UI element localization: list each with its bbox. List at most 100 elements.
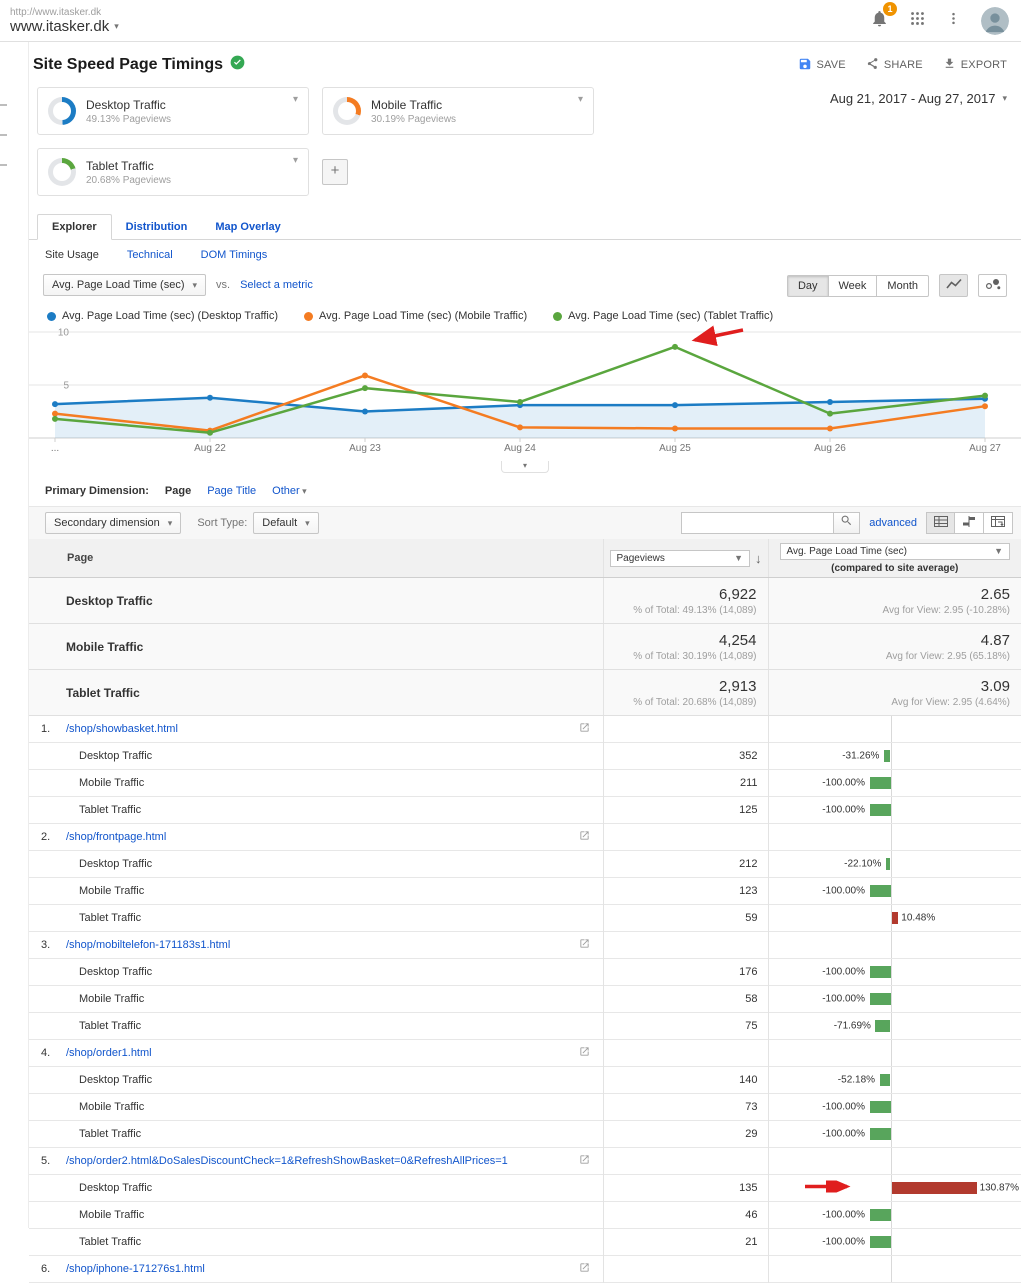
row-spacer bbox=[29, 770, 65, 797]
subtab-dom-timings[interactable]: DOM Timings bbox=[200, 249, 268, 261]
row-number: 2. bbox=[41, 831, 51, 843]
comparison-value: -100.00% bbox=[822, 1128, 865, 1140]
collapsed-sidebar[interactable] bbox=[0, 42, 29, 1228]
date-range-picker[interactable]: Aug 21, 2017 - Aug 27, 2017 ▾ bbox=[829, 91, 1007, 106]
page-link[interactable]: /shop/showbasket.html bbox=[66, 723, 178, 735]
sort-descending-icon[interactable]: ↓ bbox=[755, 550, 762, 566]
segment-label: Desktop Traffic bbox=[79, 750, 153, 762]
page-link[interactable]: /shop/mobiltelefon-171183s1.html bbox=[66, 939, 231, 951]
tab-explorer[interactable]: Explorer bbox=[37, 214, 112, 240]
metric-column-dropdown[interactable]: Avg. Page Load Time (sec) ▼ bbox=[779, 542, 1010, 560]
tab-distribution[interactable]: Distribution bbox=[125, 221, 188, 233]
open-in-new-icon[interactable] bbox=[579, 1154, 590, 1168]
comparison-cell: -100.00% bbox=[767, 1120, 1021, 1148]
row-spacer bbox=[29, 1094, 65, 1121]
subtab-technical[interactable]: Technical bbox=[126, 249, 173, 261]
svg-text:Aug 22: Aug 22 bbox=[194, 443, 226, 454]
comparison-view-button[interactable] bbox=[955, 512, 984, 534]
pageviews-column-dropdown[interactable]: Pageviews ▼ bbox=[609, 549, 750, 567]
share-icon bbox=[866, 57, 879, 73]
open-in-new-icon[interactable] bbox=[579, 1262, 590, 1276]
table-row: 4. /shop/order1.html bbox=[29, 1039, 1021, 1067]
tab-map-overlay[interactable]: Map Overlay bbox=[215, 221, 281, 233]
column-header-page[interactable]: Page bbox=[65, 539, 603, 578]
pivot-view-button[interactable] bbox=[984, 512, 1013, 534]
svg-text:10: 10 bbox=[58, 328, 70, 339]
comparison-bar bbox=[891, 1182, 977, 1194]
comparison-cell: -100.00% bbox=[767, 1201, 1021, 1229]
data-table-view-button[interactable] bbox=[926, 512, 955, 534]
page-link[interactable]: /shop/order2.html&DoSalesDiscountCheck=1… bbox=[66, 1155, 508, 1167]
comparison-bars-icon bbox=[962, 514, 976, 532]
save-button[interactable]: SAVE bbox=[798, 57, 846, 74]
pageviews-cell bbox=[602, 715, 768, 743]
select-metric-link[interactable]: Select a metric bbox=[240, 279, 313, 291]
motion-chart-view-button[interactable] bbox=[978, 274, 1007, 297]
segment-sub-row: Desktop Traffic 212 -22.10% bbox=[29, 850, 1021, 878]
comparison-cell: 130.87% bbox=[767, 1174, 1021, 1202]
sort-type-dropdown[interactable]: Default ▾ bbox=[253, 512, 319, 534]
segment-card-mobile-traffic[interactable]: Mobile Traffic 30.19% Pageviews ▾ bbox=[322, 87, 594, 135]
pageviews-value: 123 bbox=[602, 877, 768, 905]
apps-grid-button[interactable] bbox=[909, 10, 926, 32]
comparison-bar bbox=[869, 777, 891, 789]
notifications-button[interactable]: 1 bbox=[870, 1, 897, 33]
table-row: 1. /shop/showbasket.html bbox=[29, 715, 1021, 743]
add-segment-button[interactable]: + bbox=[322, 159, 348, 185]
row-spacer bbox=[29, 878, 65, 905]
chart-expander[interactable]: ▾ bbox=[501, 461, 549, 473]
account-picker[interactable]: http://www.itasker.dk www.itasker.dk ▾ bbox=[10, 7, 119, 35]
page-link[interactable]: /shop/frontpage.html bbox=[66, 831, 167, 843]
pivot-table-icon bbox=[991, 514, 1005, 532]
user-avatar[interactable] bbox=[981, 6, 1009, 35]
table-search-input[interactable] bbox=[681, 512, 834, 534]
primary-dimension-page-title[interactable]: Page Title bbox=[207, 485, 257, 497]
comparison-cell bbox=[767, 1147, 1021, 1175]
report-area: Site Speed Page Timings SAVE SHARE EXPOR… bbox=[29, 42, 1021, 1283]
segment-label: Mobile Traffic bbox=[66, 639, 144, 654]
row-spacer bbox=[29, 986, 65, 1013]
summary-metric-cell: 3.09 Avg for View: 2.95 (4.64%) bbox=[767, 669, 1021, 716]
comparison-axis bbox=[890, 716, 892, 742]
kebab-menu-button[interactable] bbox=[946, 10, 961, 32]
subtab-site-usage[interactable]: Site Usage bbox=[45, 249, 99, 261]
segment-label: Tablet Traffic bbox=[66, 685, 140, 700]
comparison-cell: -52.18% bbox=[767, 1066, 1021, 1094]
primary-dimension-other[interactable]: Other ▾ bbox=[272, 485, 307, 497]
page-link[interactable]: /shop/order1.html bbox=[66, 1047, 152, 1059]
open-in-new-icon[interactable] bbox=[579, 830, 590, 844]
export-button[interactable]: EXPORT bbox=[943, 57, 1007, 74]
segment-sub-row: Tablet Traffic 29 -100.00% bbox=[29, 1120, 1021, 1148]
comparison-value: -100.00% bbox=[822, 966, 865, 978]
metric-dropdown[interactable]: Avg. Page Load Time (sec) ▾ bbox=[43, 274, 207, 296]
metric-note: Avg for View: 2.95 (-10.28%) bbox=[882, 604, 1010, 616]
metric-note: Avg for View: 2.95 (4.64%) bbox=[891, 696, 1010, 708]
primary-dimension-label: Primary Dimension: bbox=[45, 485, 149, 497]
open-in-new-icon[interactable] bbox=[579, 1046, 590, 1060]
comparison-axis bbox=[890, 770, 892, 796]
summary-metric-cell: 2.65 Avg for View: 2.95 (-10.28%) bbox=[767, 577, 1021, 624]
secondary-dimension-dropdown[interactable]: Secondary dimension ▾ bbox=[45, 512, 182, 534]
advanced-search-link[interactable]: advanced bbox=[869, 517, 917, 529]
segment-donut-icon bbox=[48, 158, 76, 186]
open-in-new-icon[interactable] bbox=[579, 722, 590, 736]
segment-sub-row: Desktop Traffic 352 -31.26% bbox=[29, 742, 1021, 770]
segment-card-desktop-traffic[interactable]: Desktop Traffic 49.13% Pageviews ▾ bbox=[37, 87, 309, 135]
share-button[interactable]: SHARE bbox=[866, 57, 923, 74]
chevron-down-icon[interactable]: ▾ bbox=[577, 94, 583, 105]
page-link[interactable]: /shop/iphone-171276s1.html bbox=[66, 1263, 205, 1275]
granularity-month[interactable]: Month bbox=[877, 274, 929, 297]
report-tabs: Explorer Distribution Map Overlay bbox=[29, 212, 1021, 240]
search-button[interactable] bbox=[833, 512, 861, 534]
chevron-down-icon[interactable]: ▾ bbox=[292, 94, 298, 105]
granularity-day[interactable]: Day bbox=[786, 274, 829, 297]
segment-card-tablet-traffic[interactable]: Tablet Traffic 20.68% Pageviews ▾ bbox=[37, 148, 309, 196]
segment-donut-icon bbox=[333, 97, 361, 125]
primary-dimension-page[interactable]: Page bbox=[164, 485, 192, 497]
open-in-new-icon[interactable] bbox=[579, 938, 590, 952]
comparison-bar bbox=[875, 1020, 891, 1032]
granularity-week[interactable]: Week bbox=[828, 274, 878, 297]
chevron-down-icon[interactable]: ▾ bbox=[292, 155, 298, 166]
line-chart-view-button[interactable] bbox=[939, 274, 968, 297]
comparison-value: -100.00% bbox=[822, 777, 865, 789]
